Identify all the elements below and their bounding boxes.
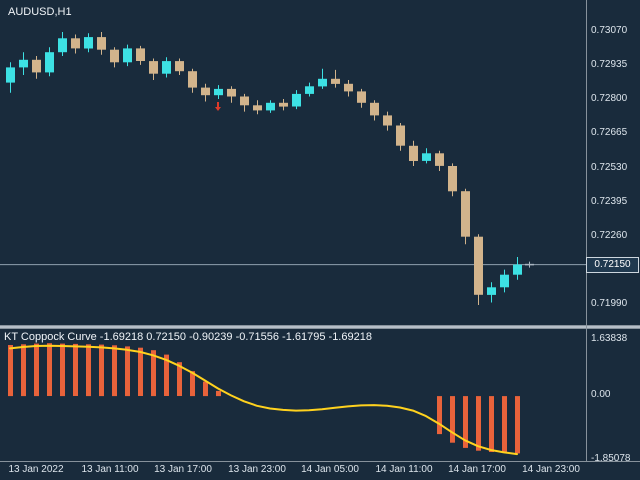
indicator-axis-label: -1.85078 bbox=[591, 453, 631, 464]
time-axis-label: 13 Jan 23:00 bbox=[228, 464, 286, 475]
price-axis-label: 0.72800 bbox=[591, 93, 628, 104]
time-axis-label: 14 Jan 05:00 bbox=[301, 464, 359, 475]
indicator-axis-label: 1.63838 bbox=[591, 333, 628, 344]
indicator-values-label: KT Coppock Curve -1.69218 0.72150 -0.902… bbox=[4, 331, 372, 343]
price-axis-label: 0.71990 bbox=[591, 298, 628, 309]
time-axis[interactable]: 13 Jan 2022 13 Jan 11:00 13 Jan 17:00 13 Ja… bbox=[0, 461, 640, 480]
sell-arrow-icon bbox=[215, 102, 221, 111]
time-axis-label: 13 Jan 11:00 bbox=[81, 464, 139, 475]
time-axis-label: 13 Jan 2022 bbox=[8, 464, 64, 475]
last-price-marker bbox=[525, 261, 534, 268]
price-axis-label: 0.72395 bbox=[591, 196, 628, 207]
time-axis-label: 13 Jan 17:00 bbox=[154, 464, 212, 475]
candles-layer bbox=[6, 32, 522, 305]
window-splitter[interactable] bbox=[0, 325, 640, 329]
symbol-period-label: AUDUSD,H1 bbox=[8, 6, 72, 18]
time-axis-label: 14 Jan 11:00 bbox=[375, 464, 433, 475]
current-price-badge: 0.72150 bbox=[586, 257, 639, 273]
indicator-axis-label: 0.00 bbox=[591, 389, 611, 400]
price-axis[interactable]: 0.73070 0.72935 0.72800 0.72665 0.72530 0.723… bbox=[586, 0, 640, 464]
coppock-histogram-layer bbox=[8, 343, 520, 454]
price-axis-label: 0.72260 bbox=[591, 230, 628, 241]
time-axis-label: 14 Jan 17:00 bbox=[448, 464, 506, 475]
time-axis-label: 14 Jan 23:00 bbox=[522, 464, 580, 475]
price-axis-label: 0.72665 bbox=[591, 127, 628, 138]
price-axis-label: 0.72530 bbox=[591, 162, 628, 173]
coppock-curve-line bbox=[9, 344, 518, 456]
price-axis-label: 0.72935 bbox=[591, 59, 628, 70]
time-axis-border bbox=[0, 461, 640, 462]
price-axis-border bbox=[586, 0, 587, 461]
price-axis-label: 0.73070 bbox=[591, 25, 628, 36]
